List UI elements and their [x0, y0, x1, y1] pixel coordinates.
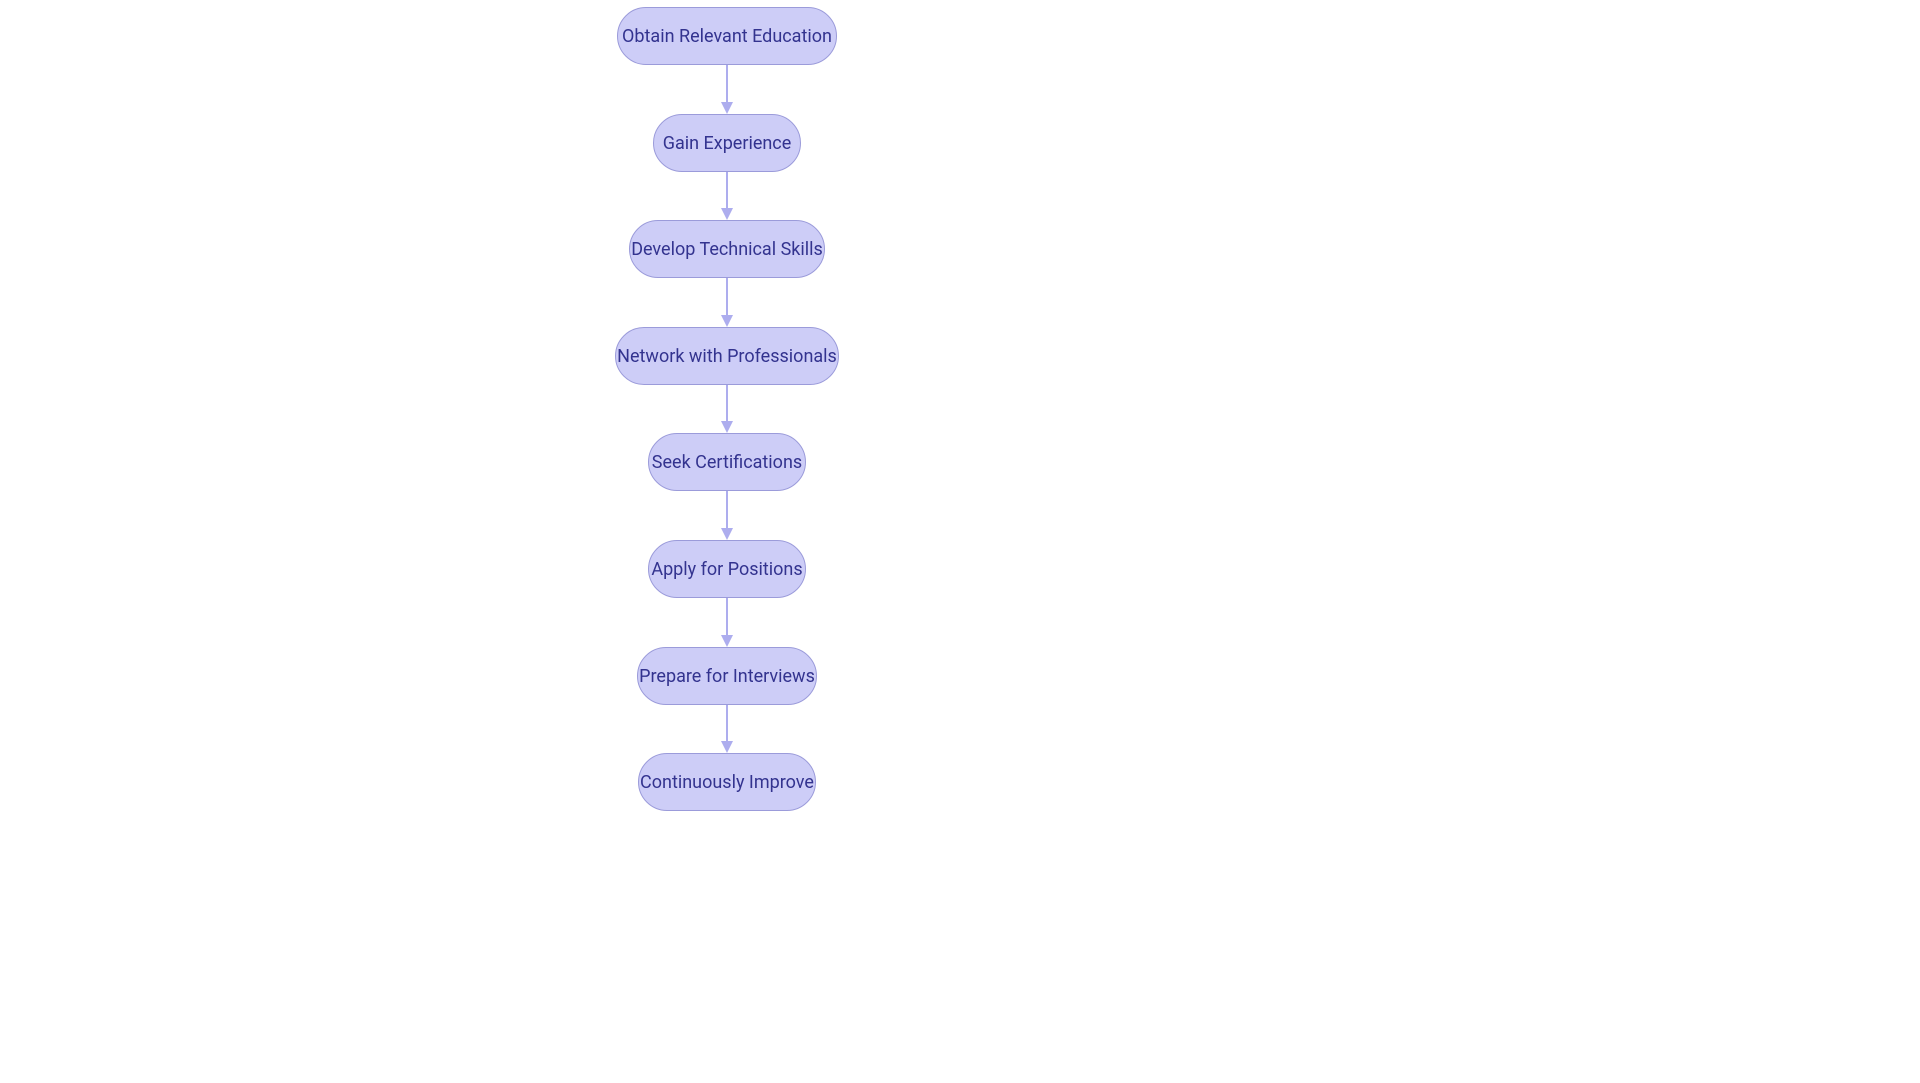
flow-node: Gain Experience — [653, 114, 801, 172]
flow-node-label: Develop Technical Skills — [631, 239, 823, 260]
flow-node: Develop Technical Skills — [629, 220, 825, 278]
flow-node-label: Seek Certifications — [652, 452, 802, 473]
flow-node-label: Continuously Improve — [640, 772, 814, 793]
flow-node: Network with Professionals — [615, 327, 839, 385]
flow-node: Obtain Relevant Education — [617, 7, 837, 65]
flow-node-label: Apply for Positions — [651, 559, 802, 580]
flow-node: Prepare for Interviews — [637, 647, 817, 705]
flow-node-label: Prepare for Interviews — [639, 666, 815, 687]
flow-node-label: Obtain Relevant Education — [622, 26, 832, 47]
flow-node: Seek Certifications — [648, 433, 806, 491]
flow-node-label: Gain Experience — [663, 133, 792, 154]
flow-node: Apply for Positions — [648, 540, 806, 598]
flow-node-label: Network with Professionals — [617, 346, 837, 367]
flow-node: Continuously Improve — [638, 753, 816, 811]
flowchart-container: Obtain Relevant Education Gain Experience… — [0, 0, 1920, 1083]
